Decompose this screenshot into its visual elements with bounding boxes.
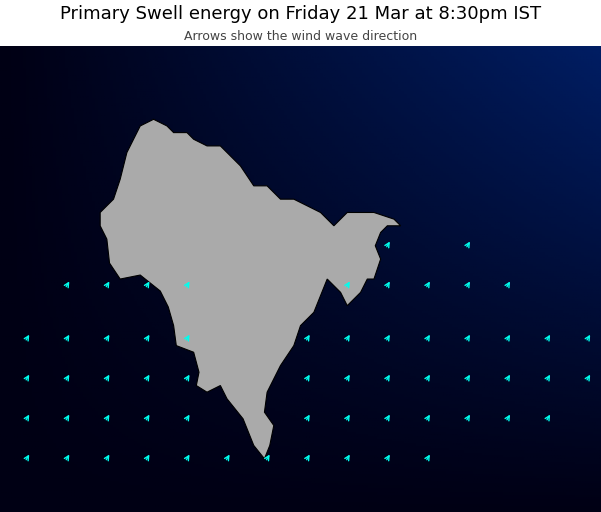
Text: Primary Swell energy on Friday 21 Mar at 8:30pm IST: Primary Swell energy on Friday 21 Mar at… <box>60 5 541 23</box>
Text: Arrows show the wind wave direction: Arrows show the wind wave direction <box>184 30 417 44</box>
Polygon shape <box>100 119 401 459</box>
